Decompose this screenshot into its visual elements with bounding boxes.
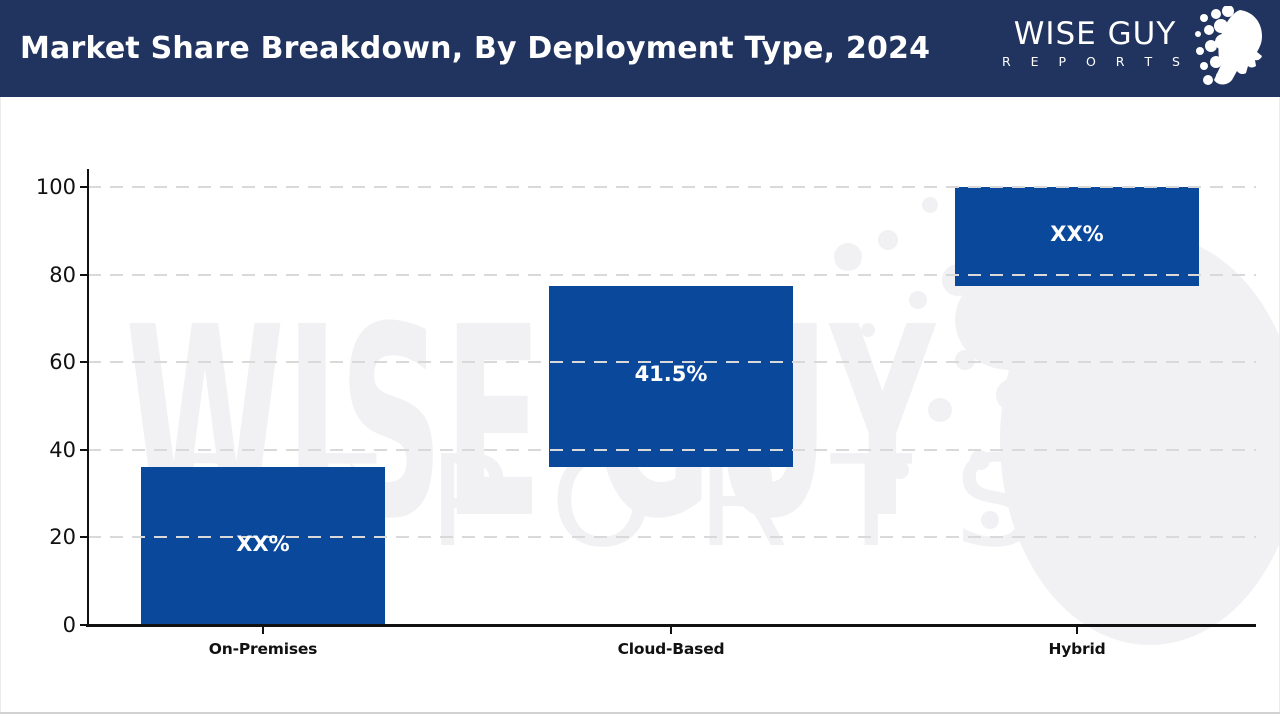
bar-value-label: 41.5%: [634, 362, 708, 387]
y-axis-spine: [87, 169, 89, 627]
bar-segment-2: [549, 285, 793, 468]
y-tick-mark: [80, 273, 88, 276]
x-category-label: Hybrid: [1048, 640, 1106, 658]
y-tick-label: 100: [35, 175, 76, 199]
y-tick-mark: [80, 448, 88, 451]
bar-segment-1: [141, 467, 385, 625]
bar-value-label: XX%: [1050, 222, 1104, 247]
y-tick-mark: [80, 186, 88, 188]
y-tick-mark: [80, 536, 88, 539]
bar-segment-3: [955, 187, 1199, 286]
gridline: [88, 186, 1256, 188]
wise-guy-reports-logo: WISE GUY R E P O R T S: [1002, 0, 1266, 97]
gridline: [88, 273, 1256, 276]
y-tick-label: 20: [49, 525, 76, 550]
logo-wordmark: WISE GUY R E P O R T S: [1002, 18, 1188, 69]
logo-text-reports: R E P O R T S: [1001, 53, 1188, 69]
logo-face-icon: [1195, 6, 1262, 85]
x-category-label: Cloud-Based: [617, 640, 725, 658]
y-tick-label: 0: [62, 613, 76, 637]
header-bar: Market Share Breakdown, By Deployment Ty…: [0, 0, 1280, 97]
gridline: [88, 361, 1256, 364]
y-tick-label: 80: [49, 262, 76, 287]
x-axis-spine: [86, 624, 1256, 627]
bar-value-label: XX%: [236, 532, 290, 557]
y-tick-mark: [80, 624, 88, 626]
chart-title: Market Share Breakdown, By Deployment Ty…: [20, 31, 931, 66]
x-tick-mark: [262, 627, 264, 634]
x-category-label: On-Premises: [208, 640, 318, 658]
y-tick-mark: [80, 361, 88, 364]
x-tick-mark: [1076, 627, 1078, 634]
y-tick-label: 40: [49, 437, 76, 462]
gridline: [88, 448, 1256, 451]
page-edge-left: [0, 97, 1, 713]
logo-text-wise-guy: WISE GUY: [1013, 16, 1177, 52]
bottom-divider: [0, 712, 1280, 714]
x-tick-mark: [670, 627, 672, 634]
y-tick-label: 60: [49, 350, 76, 375]
gridline: [88, 536, 1256, 539]
